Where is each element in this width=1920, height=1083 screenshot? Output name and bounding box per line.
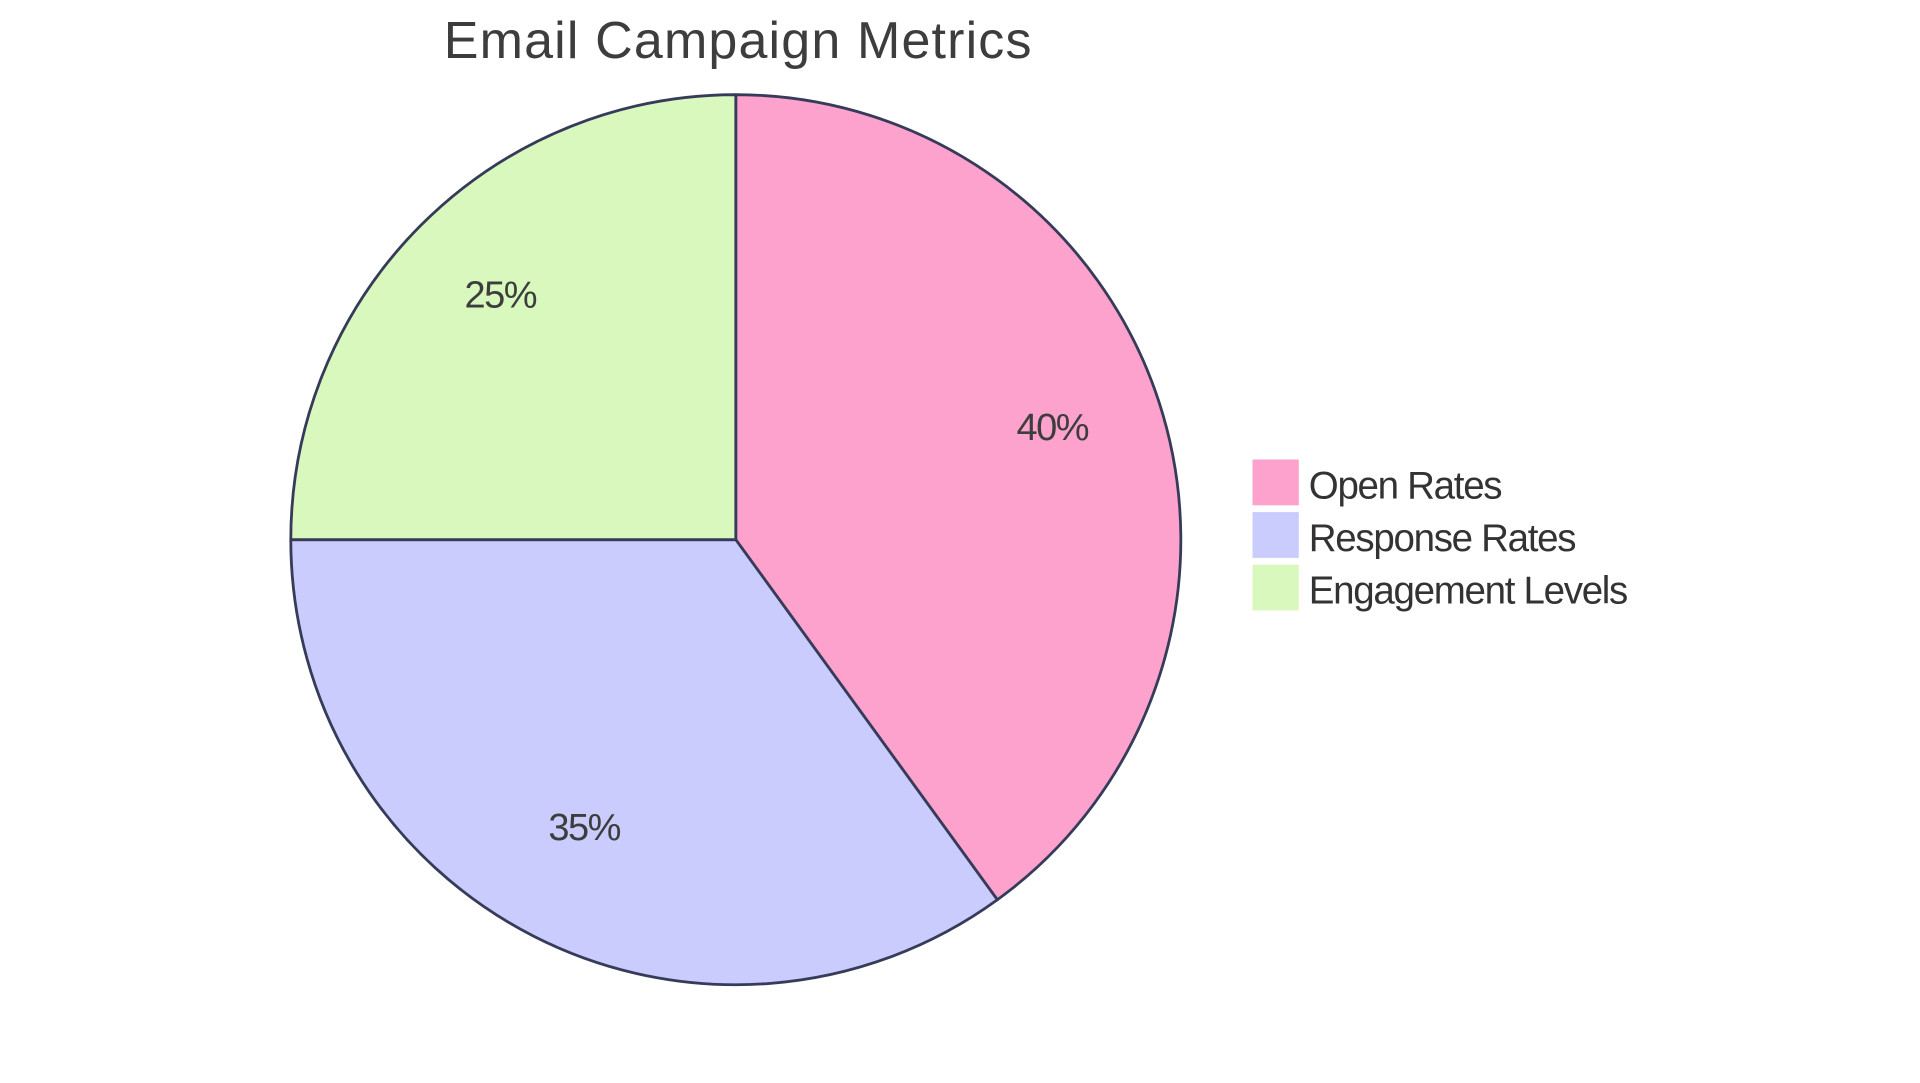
svg-text:Open Rates: Open Rates: [1309, 464, 1502, 507]
svg-text:Engagement Levels: Engagement Levels: [1309, 570, 1627, 613]
svg-text:Response Rates: Response Rates: [1309, 517, 1575, 560]
svg-text:25%: 25%: [465, 274, 537, 316]
svg-text:40%: 40%: [1017, 407, 1089, 449]
svg-text:35%: 35%: [548, 807, 620, 849]
svg-text:Email Campaign Metrics: Email Campaign Metrics: [444, 12, 1033, 70]
